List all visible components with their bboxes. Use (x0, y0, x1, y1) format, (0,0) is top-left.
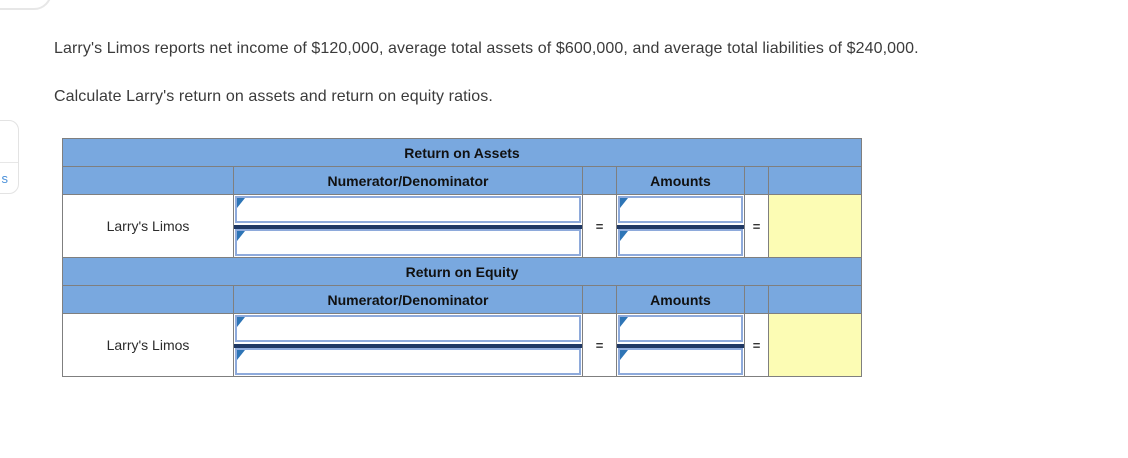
input-marker-icon (620, 350, 628, 360)
roe-denominator-input[interactable] (235, 348, 581, 375)
roa-equals-2: = (745, 195, 768, 257)
section-title-return-on-assets: Return on Assets (63, 139, 861, 166)
roa-header-spacer-name (63, 167, 233, 194)
input-marker-icon (620, 317, 628, 327)
roe-equals-2: = (745, 314, 768, 376)
roa-header-amounts: Amounts (617, 167, 744, 194)
roa-numerator-denominator-cell (234, 195, 582, 257)
input-marker-icon (237, 198, 245, 208)
roa-header-numerator-denominator: Numerator/Denominator (234, 167, 582, 194)
ratio-worksheet-table: Return on Assets Numerator/Denominator A… (62, 138, 862, 377)
fraction-bar (234, 225, 582, 229)
roe-header-spacer-equals1 (583, 286, 616, 313)
roa-header-spacer-equals2 (745, 167, 768, 194)
roe-result-input[interactable] (769, 314, 861, 376)
roe-header-spacer-equals2 (745, 286, 768, 313)
roe-amount-numerator-input[interactable] (618, 315, 743, 342)
fraction-bar (617, 225, 744, 229)
resource-panel-button-bottom[interactable]: s (0, 163, 18, 193)
problem-statement-line2: Calculate Larry's return on assets and r… (54, 88, 493, 105)
roa-header-spacer-equals1 (583, 167, 616, 194)
roe-header-spacer-name (63, 286, 233, 313)
roa-denominator-input[interactable] (235, 229, 581, 256)
resource-panel-button-top[interactable] (0, 121, 18, 163)
roa-amount-denominator-input[interactable] (618, 229, 743, 256)
section-title-return-on-equity: Return on Equity (63, 258, 861, 285)
roa-equals-1: = (583, 195, 616, 257)
roa-amounts-cell (617, 195, 744, 257)
roa-result-input[interactable] (769, 195, 861, 257)
fraction-bar (234, 344, 582, 348)
roe-row-label: Larry's Limos (63, 314, 233, 376)
roe-numerator-input[interactable] (235, 315, 581, 342)
problem-statement-line1: Larry's Limos reports net income of $120… (54, 40, 919, 57)
roe-amount-denominator-input[interactable] (618, 348, 743, 375)
roe-amounts-cell (617, 314, 744, 376)
input-marker-icon (237, 231, 245, 241)
roe-header-numerator-denominator: Numerator/Denominator (234, 286, 582, 313)
floating-resource-panel: s (0, 120, 19, 194)
roe-header-spacer-result (769, 286, 861, 313)
roe-numerator-denominator-cell (234, 314, 582, 376)
roe-equals-1: = (583, 314, 616, 376)
roa-amount-numerator-input[interactable] (618, 196, 743, 223)
roa-numerator-input[interactable] (235, 196, 581, 223)
fraction-bar (617, 344, 744, 348)
roe-header-amounts: Amounts (617, 286, 744, 313)
input-marker-icon (237, 317, 245, 327)
input-marker-icon (237, 350, 245, 360)
roa-row-label: Larry's Limos (63, 195, 233, 257)
cropped-panel-corner (0, 0, 52, 10)
input-marker-icon (620, 198, 628, 208)
roa-header-spacer-result (769, 167, 861, 194)
input-marker-icon (620, 231, 628, 241)
resource-link-label: s (1, 170, 9, 186)
